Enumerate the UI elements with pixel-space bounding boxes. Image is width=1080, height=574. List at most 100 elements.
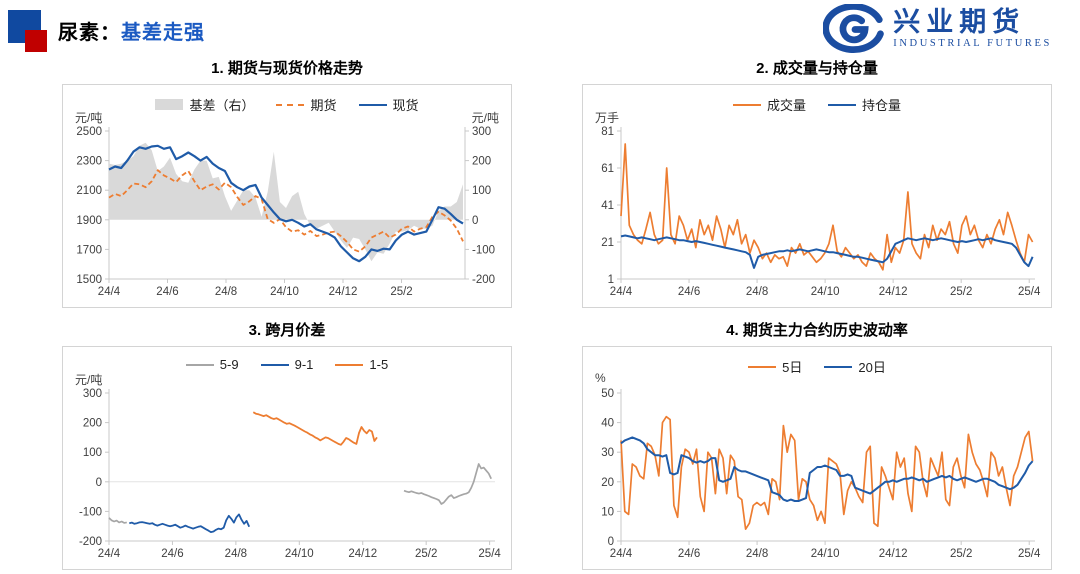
- svg-text:24/4: 24/4: [98, 286, 121, 298]
- svg-text:1: 1: [608, 274, 614, 286]
- svg-text:1500: 1500: [76, 274, 102, 286]
- chart-panel-price-trend: 1. 期货与现货价格走势 基差（右） 期货 现货 元/吨 元/吨 1500 1700 1…: [62, 58, 512, 308]
- svg-text:50: 50: [601, 388, 614, 400]
- svg-text:24/6: 24/6: [156, 286, 178, 298]
- legend-item: 9-1: [260, 357, 314, 372]
- legend-swatch-line: [828, 103, 856, 106]
- svg-text:25/2: 25/2: [950, 286, 972, 298]
- svg-text:24/12: 24/12: [879, 286, 908, 298]
- chart-panel-volatility: 4. 期货主力合约历史波动率 5日 20日 % 0 10 20 30 40 50 24/4 24…: [582, 320, 1052, 570]
- svg-text:24/8: 24/8: [225, 548, 247, 560]
- chart-title: 2. 成交量与持仓量: [756, 60, 878, 77]
- legend-item: 成交量: [732, 95, 806, 114]
- svg-text:24/4: 24/4: [610, 548, 633, 560]
- svg-text:300: 300: [472, 126, 491, 138]
- header: 尿素：基差走强 兴业期货 INDUSTRIAL FUTURES: [0, 0, 1080, 56]
- svg-text:21: 21: [601, 237, 614, 249]
- svg-text:24/4: 24/4: [610, 286, 633, 298]
- chart-legend: 成交量 持仓量: [583, 95, 1051, 114]
- chart-box: 5日 20日 % 0 10 20 30 40 50 24/4 24/6 24/8 24/10 24/1…: [582, 346, 1052, 570]
- y-axis-unit-left: 万手: [595, 111, 620, 125]
- svg-text:24/12: 24/12: [348, 548, 377, 560]
- chart-svg-calendar-spread: -200 -100 0 100 200 300 24/4 24/6 24/8 24/10 24/12…: [79, 388, 501, 560]
- svg-text:24/8: 24/8: [746, 548, 768, 560]
- chart-title: 3. 跨月价差: [248, 322, 326, 339]
- svg-text:1700: 1700: [76, 244, 102, 256]
- y-axis-unit-left: %: [595, 371, 606, 385]
- page-title-prefix: 尿素：: [58, 22, 121, 44]
- chart-svg-volatility: 0 10 20 30 40 50 24/4 24/6 24/8 24/10 24/12 25/2 25/…: [601, 388, 1041, 560]
- chart-box: 基差（右） 期货 现货 元/吨 元/吨 1500 1700 1900 2100 2300 25…: [62, 84, 512, 308]
- legend-item: 持仓量: [828, 95, 901, 114]
- legend-swatch-line: [276, 103, 305, 106]
- svg-text:25/2: 25/2: [415, 548, 437, 560]
- legend-item: 20日: [824, 357, 886, 376]
- legend-label: 9-1: [294, 357, 314, 372]
- y-axis-unit-left: 元/吨: [75, 111, 103, 125]
- svg-text:81: 81: [601, 126, 614, 138]
- legend-item: 5日: [748, 357, 802, 376]
- chart-svg-price-trend: 1500 1700 1900 2100 2300 2500 -200 -100 0 100 200 3…: [76, 126, 495, 298]
- y-axis-unit-right: 元/吨: [471, 111, 499, 125]
- svg-text:24/6: 24/6: [678, 548, 700, 560]
- svg-text:0: 0: [608, 536, 614, 548]
- svg-text:24/8: 24/8: [215, 286, 237, 298]
- legend-label: 5-9: [219, 357, 239, 372]
- svg-text:24/6: 24/6: [678, 286, 700, 298]
- svg-text:-100: -100: [472, 244, 495, 256]
- legend-swatch-line: [732, 103, 761, 106]
- svg-text:200: 200: [472, 156, 491, 168]
- svg-text:24/6: 24/6: [161, 548, 183, 560]
- svg-text:25/4: 25/4: [1018, 286, 1041, 298]
- brand-logo-icon: [823, 4, 885, 54]
- svg-text:61: 61: [601, 163, 614, 175]
- svg-text:25/2: 25/2: [950, 548, 972, 560]
- svg-text:24/4: 24/4: [98, 548, 121, 560]
- legend-item: 1-5: [335, 357, 388, 372]
- svg-text:24/10: 24/10: [270, 286, 299, 298]
- svg-text:24/10: 24/10: [811, 286, 840, 298]
- chart-legend: 基差（右） 期货 现货: [63, 95, 511, 114]
- header-accent-red-square: [25, 30, 47, 52]
- chart-box: 5-9 9-1 1-5 元/吨 -200 -100 0 100 200 300 24/4 24/6…: [62, 346, 512, 570]
- legend-swatch-line: [748, 365, 777, 368]
- svg-text:-100: -100: [79, 506, 102, 518]
- svg-text:2500: 2500: [76, 126, 102, 138]
- legend-label: 1-5: [369, 357, 389, 372]
- chart-title: 1. 期货与现货价格走势: [211, 60, 363, 77]
- chart-box: 成交量 持仓量 万手 1 21 41 61 81 24/4 24/6 24/8 24/10 24/1…: [582, 84, 1052, 308]
- chart-svg-volume-oi: 1 21 41 61 81 24/4 24/6 24/8 24/10 24/12 25/2 25/4: [601, 126, 1041, 298]
- svg-text:-200: -200: [79, 536, 102, 548]
- legend-swatch-line: [260, 363, 289, 366]
- svg-text:100: 100: [472, 185, 491, 197]
- legend-swatch-line: [335, 363, 364, 366]
- svg-text:25/4: 25/4: [478, 548, 501, 560]
- svg-text:0: 0: [472, 215, 478, 227]
- legend-label: 20日: [858, 360, 886, 375]
- legend-swatch-line: [185, 363, 214, 366]
- svg-text:2300: 2300: [76, 156, 102, 168]
- chart-legend: 5日 20日: [583, 357, 1051, 376]
- legend-label: 成交量: [766, 98, 806, 113]
- legend-swatch-line: [358, 103, 387, 106]
- svg-text:24/10: 24/10: [811, 548, 840, 560]
- svg-text:24/12: 24/12: [879, 548, 908, 560]
- svg-text:300: 300: [83, 388, 102, 400]
- chart-title: 4. 期货主力合约历史波动率: [726, 322, 908, 339]
- brand-name: 兴业期货: [893, 7, 1026, 37]
- svg-text:200: 200: [83, 418, 102, 430]
- svg-text:2100: 2100: [76, 185, 102, 197]
- svg-text:30: 30: [601, 447, 614, 459]
- svg-text:-200: -200: [472, 274, 495, 286]
- svg-text:41: 41: [601, 200, 614, 212]
- chart-panel-calendar-spread: 3. 跨月价差 5-9 9-1 1-5 元/吨 -200 -100 0 100 200 300…: [62, 320, 512, 570]
- svg-text:1900: 1900: [76, 215, 102, 227]
- svg-text:25/2: 25/2: [390, 286, 412, 298]
- svg-text:25/4: 25/4: [1018, 548, 1041, 560]
- legend-label: 基差（右）: [189, 98, 255, 113]
- chart-legend: 5-9 9-1 1-5: [63, 357, 511, 372]
- legend-item: 基差（右）: [155, 95, 254, 114]
- brand-logo: 兴业期货 INDUSTRIAL FUTURES: [823, 4, 1052, 54]
- svg-text:10: 10: [601, 506, 614, 518]
- legend-swatch-line: [824, 365, 853, 368]
